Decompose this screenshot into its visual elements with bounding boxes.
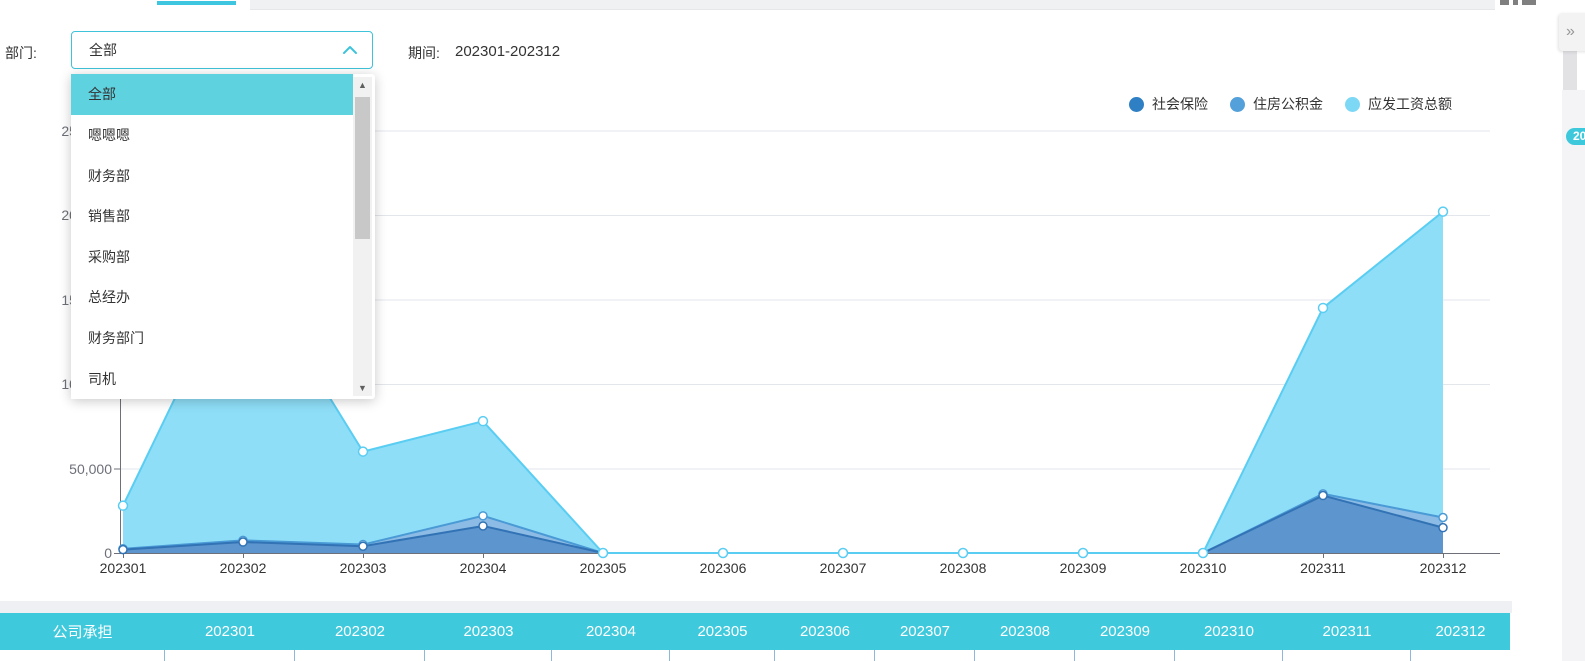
- x-axis-tick-label: 202311: [1300, 560, 1346, 576]
- table-cell: [1175, 650, 1283, 661]
- legend-label: 住房公积金: [1253, 96, 1323, 112]
- x-axis-tick-label: 202302: [219, 560, 267, 576]
- legend-label: 社会保险: [1152, 96, 1208, 112]
- chart-legend: 社会保险 住房公积金 应发工资总额: [1129, 94, 1452, 114]
- table-cell: [670, 650, 775, 661]
- legend-dot-icon: [1129, 96, 1144, 112]
- table-header-cell: 202312: [1435, 623, 1486, 640]
- table-cell: [0, 650, 165, 661]
- dropdown-option[interactable]: 司机: [71, 358, 353, 399]
- period-filter-value: 202301-202312: [455, 43, 561, 60]
- table-cell: [295, 650, 425, 661]
- y-axis-tick-label: 0: [104, 545, 112, 561]
- right-scrollbar-thumb[interactable]: [1563, 51, 1577, 90]
- department-filter-label: 部门:: [5, 45, 37, 61]
- company-burden-table: 公司承担 202301 202302 202303 202304 202305 202306…: [0, 613, 1510, 661]
- table-cell: [1411, 650, 1510, 661]
- table-header-row: 公司承担 202301 202302 202303 202304 202305 202306…: [0, 613, 1510, 650]
- table-header-cell: 202307: [899, 623, 951, 640]
- table-header-cell: 202303: [463, 623, 514, 640]
- table-cell: [165, 650, 295, 661]
- dropdown-option[interactable]: 嗯嗯嗯: [71, 114, 353, 156]
- legend-dot-icon: [1345, 96, 1360, 112]
- table-cell: [975, 650, 1075, 661]
- dropdown-option[interactable]: 财务部: [71, 155, 353, 196]
- x-axis-tick-label: 202303: [339, 560, 387, 576]
- x-axis-tick-label: 202312: [1419, 560, 1467, 576]
- dropdown-scrollbar[interactable]: ▲ ▼: [353, 77, 372, 396]
- x-axis-tick-label: 202310: [1179, 560, 1227, 576]
- legend-item[interactable]: 应发工资总额: [1345, 94, 1452, 114]
- dropdown-option[interactable]: 总经办: [71, 277, 353, 318]
- dropdown-option[interactable]: 全部: [71, 74, 353, 115]
- department-select-value: 全部: [89, 42, 117, 58]
- top-tab-bar: [0, 0, 1585, 10]
- collapse-panel-button[interactable]: »: [1559, 13, 1585, 51]
- table-header-cell: 202304: [585, 623, 637, 640]
- double-chevron-right-icon: »: [1566, 23, 1575, 40]
- dropdown-option[interactable]: 财务部门: [71, 317, 353, 359]
- table-header-cell: 202310: [1203, 623, 1255, 640]
- right-side-panel: [1562, 90, 1585, 661]
- table-header-cell: 202309: [1099, 623, 1151, 640]
- legend-label: 应发工资总额: [1368, 96, 1452, 112]
- table-row-header-cell: 公司承担: [52, 624, 113, 641]
- table-header-cell: 202306: [799, 623, 851, 640]
- active-tab-underline: [157, 1, 236, 5]
- table-header-cell: 202308: [999, 623, 1051, 640]
- table-scroll-band[interactable]: [0, 601, 1512, 613]
- department-dropdown: 全部 嗯嗯嗯 财务部 销售部 采购部 总经办 财务部门 司机 ▲ ▼: [71, 74, 375, 399]
- chevron-up-icon: [343, 46, 357, 54]
- department-dropdown-list: 全部 嗯嗯嗯 财务部 销售部 采购部 总经办 财务部门 司机: [71, 74, 353, 399]
- table-cell: [775, 650, 875, 661]
- scroll-up-arrow-icon[interactable]: ▲: [358, 80, 367, 90]
- period-filter-label: 期间:: [408, 45, 440, 61]
- legend-dot-icon: [1230, 96, 1245, 112]
- table-row: [0, 650, 1510, 661]
- table-header-cell: 202302: [334, 623, 386, 640]
- x-axis-tick-label: 202304: [459, 560, 507, 576]
- x-axis-tick-label: 202307: [819, 560, 867, 576]
- y-axis-tick-label: 50,000: [69, 460, 112, 477]
- dropdown-option[interactable]: 销售部: [71, 195, 353, 237]
- x-axis-tick-label: 202308: [939, 560, 987, 576]
- dropdown-scrollbar-thumb[interactable]: [355, 97, 370, 239]
- scroll-down-arrow-icon[interactable]: ▼: [358, 383, 367, 393]
- x-axis-tick-label: 202309: [1059, 560, 1107, 576]
- dropdown-option[interactable]: 采购部: [71, 236, 353, 278]
- table-header-cell: 202301: [204, 623, 256, 640]
- legend-item[interactable]: 住房公积金: [1230, 94, 1323, 114]
- department-select[interactable]: 全部: [71, 31, 373, 69]
- table-cell: [1283, 650, 1411, 661]
- x-axis-tick-label: 202305: [579, 560, 627, 576]
- table-cell: [875, 650, 975, 661]
- x-axis-tick-label: 202301: [99, 560, 147, 576]
- inactive-tab-area[interactable]: [250, 0, 1495, 10]
- table-header-cell: 202311: [1322, 623, 1372, 640]
- table-cell: [552, 650, 670, 661]
- x-axis-tick-label: 202306: [699, 560, 747, 576]
- table-cell: [1075, 650, 1175, 661]
- topbar-cut-icons: [1500, 0, 1542, 6]
- legend-item[interactable]: 社会保险: [1129, 94, 1208, 114]
- edge-badge[interactable]: 20: [1566, 128, 1585, 145]
- table-header-cell: 202305: [697, 623, 748, 640]
- table-cell: [425, 650, 552, 661]
